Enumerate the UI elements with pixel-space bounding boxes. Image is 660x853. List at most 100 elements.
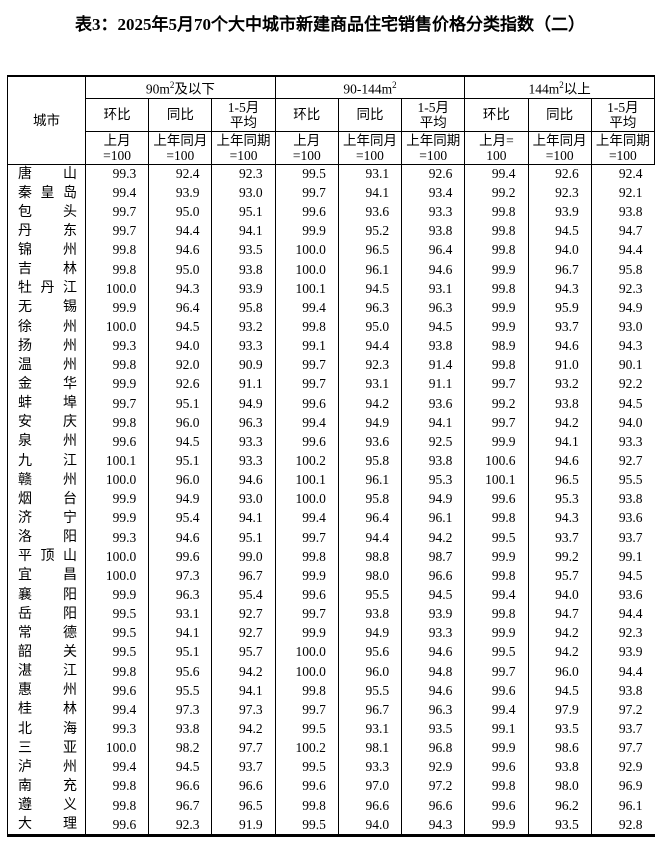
value-cell: 99.9	[464, 317, 529, 337]
value-cell: 98.0	[337, 566, 402, 586]
value-cell: 96.5	[211, 796, 276, 816]
metric-header: 环比	[274, 97, 339, 132]
base-period-header: 上月 =100	[84, 130, 150, 165]
city-name-char: 山	[63, 549, 77, 565]
value-cell: 99.9	[464, 298, 529, 318]
value-cell: 99.8	[464, 202, 529, 222]
value-cell: 95.8	[211, 298, 276, 318]
city-cell: 宜昌	[7, 566, 86, 586]
table-row: 惠州 99.6 95.5 94.1 99.8 95.5 94.6 99.6 94.5 93.8	[7, 681, 655, 701]
value-cell: 94.5	[337, 279, 402, 299]
value-cell: 93.5	[401, 719, 465, 739]
value-cell: 92.0	[148, 355, 212, 375]
value-cell: 99.1	[464, 719, 529, 739]
value-cell: 97.7	[590, 738, 655, 758]
table-body: 唐山 99.3 92.4 92.3 99.5 93.1 92.6 99.4 92.6 92.4 秦皇…	[7, 164, 655, 836]
value-cell: 94.5	[401, 317, 465, 337]
value-cell: 99.6	[464, 681, 529, 701]
value-cell: 96.8	[401, 738, 465, 758]
city-name-char: 江	[63, 664, 77, 680]
city-name-char: 头	[63, 204, 77, 220]
value-cell: 94.6	[401, 681, 465, 701]
city-name-char: 泉	[18, 434, 32, 450]
table-header: 城市 90m2及以下 90-144m2 144m2以上 环比 同比 1-5月 平均环…	[7, 75, 656, 165]
value-cell: 96.6	[401, 796, 465, 816]
value-cell: 96.6	[148, 776, 212, 796]
value-cell: 99.7	[274, 374, 339, 395]
value-cell: 99.6	[84, 681, 149, 701]
value-cell: 93.1	[337, 719, 402, 739]
city-name-char: 锦	[18, 242, 32, 258]
city-name-char: 牡	[18, 281, 32, 297]
value-cell: 99.6	[274, 776, 339, 796]
city-name-char: 洛	[18, 530, 32, 546]
value-cell: 93.5	[211, 240, 276, 261]
table-row: 岳阳 99.5 93.1 92.7 99.7 93.8 93.9 99.8 94.7 94.4	[7, 604, 655, 624]
city-cell: 平顶山	[7, 547, 86, 567]
value-cell: 96.1	[337, 470, 402, 490]
value-cell: 94.5	[527, 221, 592, 241]
value-cell: 99.6	[274, 585, 339, 605]
value-cell: 95.1	[211, 528, 276, 548]
value-cell: 94.6	[401, 642, 465, 663]
value-cell: 99.8	[84, 796, 149, 816]
value-cell: 100.2	[274, 451, 339, 471]
value-cell: 93.8	[401, 221, 465, 241]
city-cell: 无锡	[7, 298, 86, 318]
value-cell: 99.4	[464, 700, 529, 720]
value-cell: 94.0	[527, 240, 592, 261]
metric-header: 同比	[148, 97, 213, 132]
city-cell: 金华	[7, 374, 86, 395]
table-row: 温州 99.8 92.0 90.9 99.7 92.3 91.4 99.8 91.0 90.1	[7, 355, 655, 375]
value-cell: 99.7	[464, 413, 529, 433]
value-cell: 94.2	[401, 528, 465, 548]
value-cell: 99.5	[274, 757, 339, 777]
value-cell: 99.5	[84, 623, 149, 643]
city-cell: 北海	[7, 719, 86, 739]
table-row: 锦州 99.8 94.6 93.5 100.0 96.5 96.4 99.8 94.0 94.4	[7, 240, 655, 261]
base-period-header: 上年同期 =100	[590, 130, 656, 165]
city-name-char: 阳	[63, 587, 77, 603]
metric-header: 1-5月 平均	[211, 97, 276, 132]
city-name-char: 无	[18, 300, 32, 316]
value-cell: 99.7	[274, 355, 339, 375]
value-cell: 99.8	[464, 604, 529, 624]
value-cell: 95.3	[401, 470, 465, 490]
value-cell: 96.9	[590, 776, 655, 796]
table-row: 洛阳 99.3 94.6 95.1 99.7 94.4 94.2 99.5 93.7 93.7	[7, 528, 655, 548]
table-row: 安庆 99.8 96.0 96.3 99.4 94.9 94.1 99.7 94.2 94.0	[7, 413, 655, 433]
value-cell: 95.3	[527, 489, 592, 509]
value-cell: 94.1	[211, 508, 276, 529]
value-cell: 99.8	[464, 566, 529, 586]
city-name-char: 大	[18, 817, 32, 833]
value-cell: 96.1	[401, 508, 465, 529]
value-cell: 95.0	[148, 260, 212, 280]
value-cell: 99.9	[464, 738, 529, 758]
value-cell: 94.6	[527, 451, 592, 471]
value-cell: 100.6	[464, 451, 529, 471]
table-row: 平顶山 100.0 99.6 99.0 99.8 98.8 98.7 99.9 99.2 99.1	[7, 547, 655, 567]
value-cell: 96.1	[590, 796, 655, 816]
value-cell: 93.1	[401, 279, 465, 299]
value-cell: 95.8	[337, 489, 402, 509]
value-cell: 99.3	[84, 528, 149, 548]
city-cell: 三亚	[7, 738, 86, 758]
value-cell: 92.4	[590, 164, 655, 184]
value-cell: 93.1	[148, 604, 212, 624]
value-cell: 99.7	[274, 604, 339, 624]
value-cell: 93.8	[401, 451, 465, 471]
value-cell: 94.5	[590, 394, 655, 414]
city-name-char: 州	[63, 683, 77, 699]
value-cell: 92.9	[401, 757, 465, 777]
value-cell: 100.1	[464, 470, 529, 490]
value-cell: 97.3	[148, 566, 212, 586]
value-cell: 99.9	[84, 585, 149, 605]
value-cell: 93.4	[401, 183, 465, 203]
city-name-char: 阳	[63, 606, 77, 622]
value-cell: 94.0	[337, 815, 402, 836]
value-cell: 99.7	[84, 394, 149, 414]
table-row: 泸州 99.4 94.5 93.7 99.5 93.3 92.9 99.6 93.8 92.9	[7, 757, 655, 777]
metric-header: 环比	[464, 97, 529, 132]
value-cell: 100.0	[84, 738, 149, 758]
value-cell: 99.9	[464, 432, 529, 452]
